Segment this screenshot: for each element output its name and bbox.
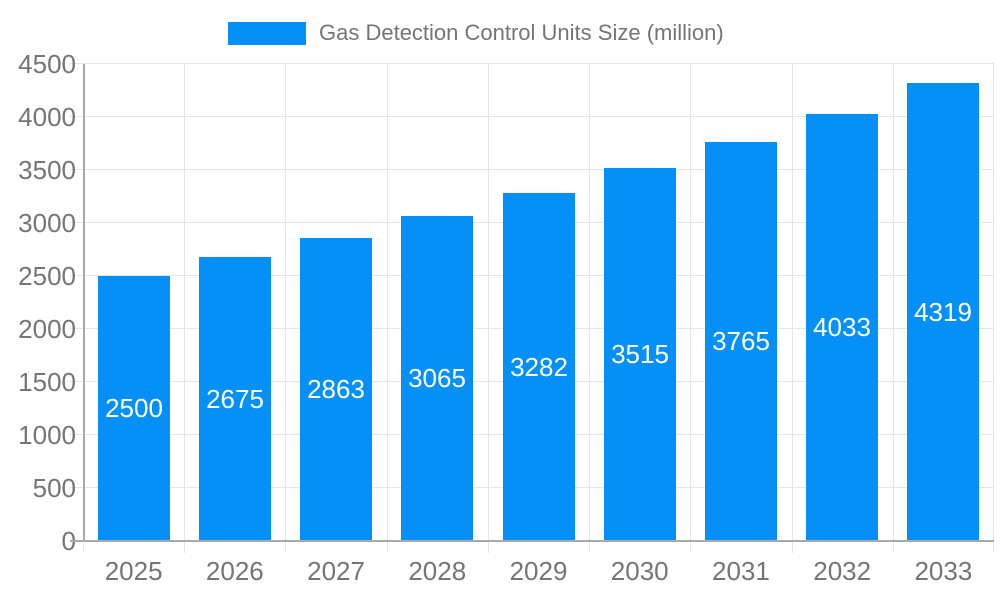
- h-gridline: [70, 63, 994, 64]
- y-axis-tick-label: 2000: [18, 314, 76, 344]
- bar-value-label: 4033: [813, 312, 871, 342]
- x-axis-tick: [387, 541, 388, 553]
- v-gridline: [488, 64, 489, 541]
- v-gridline: [792, 64, 793, 541]
- bar-value-label: 3282: [510, 351, 568, 382]
- legend-swatch: [228, 21, 306, 45]
- v-gridline: [993, 64, 994, 541]
- x-axis-category-label: 2026: [205, 556, 264, 586]
- v-gridline: [690, 64, 691, 541]
- x-axis-category-label: 2031: [712, 556, 770, 586]
- x-axis-tick: [993, 541, 994, 553]
- h-gridline: [70, 169, 994, 170]
- x-axis-category-label: 2025: [104, 556, 163, 586]
- bar-value-label: 2500: [105, 393, 163, 423]
- v-gridline: [184, 64, 185, 541]
- bar-value-label: 3765: [712, 326, 770, 356]
- x-axis-tick: [488, 541, 489, 553]
- legend-item[interactable]: Gas Detection Control Units Size (millio…: [228, 20, 724, 46]
- x-axis-baseline: [70, 540, 994, 542]
- bar-2033[interactable]: 4319: [907, 83, 979, 541]
- v-gridline: [285, 64, 286, 541]
- x-axis-tick: [792, 541, 793, 553]
- bar-2025[interactable]: 2500: [98, 276, 170, 541]
- x-axis-category-label: 2032: [813, 556, 872, 586]
- bar-2032[interactable]: 4033: [806, 114, 878, 541]
- x-axis-tick: [589, 541, 590, 553]
- x-axis-category-label: 2027: [307, 556, 365, 586]
- x-axis-tick: [184, 541, 185, 553]
- x-axis-tick: [285, 541, 286, 553]
- bar-value-label: 3065: [408, 363, 466, 393]
- bar-value-label: 2675: [206, 383, 264, 414]
- plot-area: 2500 2675 2863 3065 3282 3515 3765 4033 4319: [70, 63, 994, 553]
- legend-label: Gas Detection Control Units Size (millio…: [319, 20, 724, 45]
- y-axis-tick-label: 3500: [18, 155, 76, 185]
- y-axis-tick-label: 500: [32, 473, 76, 503]
- x-axis-category-label: 2028: [408, 556, 467, 586]
- y-axis-tick-label: 4000: [18, 102, 76, 132]
- v-gridline: [387, 64, 388, 541]
- bar-2026[interactable]: 2675: [199, 257, 271, 541]
- y-axis-tick-label: 1000: [18, 420, 76, 450]
- x-axis-tick: [83, 541, 84, 553]
- bar-2029[interactable]: 3282: [503, 193, 575, 541]
- h-gridline: [70, 116, 994, 117]
- bar-2031[interactable]: 3765: [705, 142, 777, 541]
- bar-2030[interactable]: 3515: [604, 168, 676, 541]
- x-axis-tick: [690, 541, 691, 553]
- y-axis-tick-label: 4500: [18, 49, 76, 79]
- bar-value-label: 2863: [307, 374, 365, 404]
- x-axis-tick: [893, 541, 894, 553]
- bar-value-label: 4319: [914, 296, 972, 327]
- y-axis-tick-label: 0: [61, 526, 76, 556]
- v-gridline: [589, 64, 590, 541]
- y-axis-line: [83, 64, 85, 541]
- x-axis-category-label: 2030: [610, 556, 669, 586]
- bar-2028[interactable]: 3065: [401, 216, 473, 541]
- bar-2027[interactable]: 2863: [300, 238, 372, 541]
- bar-value-label: 3515: [611, 339, 669, 369]
- v-gridline: [893, 64, 894, 541]
- x-axis-category-label: 2029: [509, 556, 568, 586]
- y-axis-tick-label: 3000: [18, 208, 76, 238]
- y-axis-tick-label: 2500: [18, 261, 76, 291]
- x-axis-category-label: 2033: [914, 556, 973, 586]
- y-axis-tick-label: 1500: [18, 367, 76, 397]
